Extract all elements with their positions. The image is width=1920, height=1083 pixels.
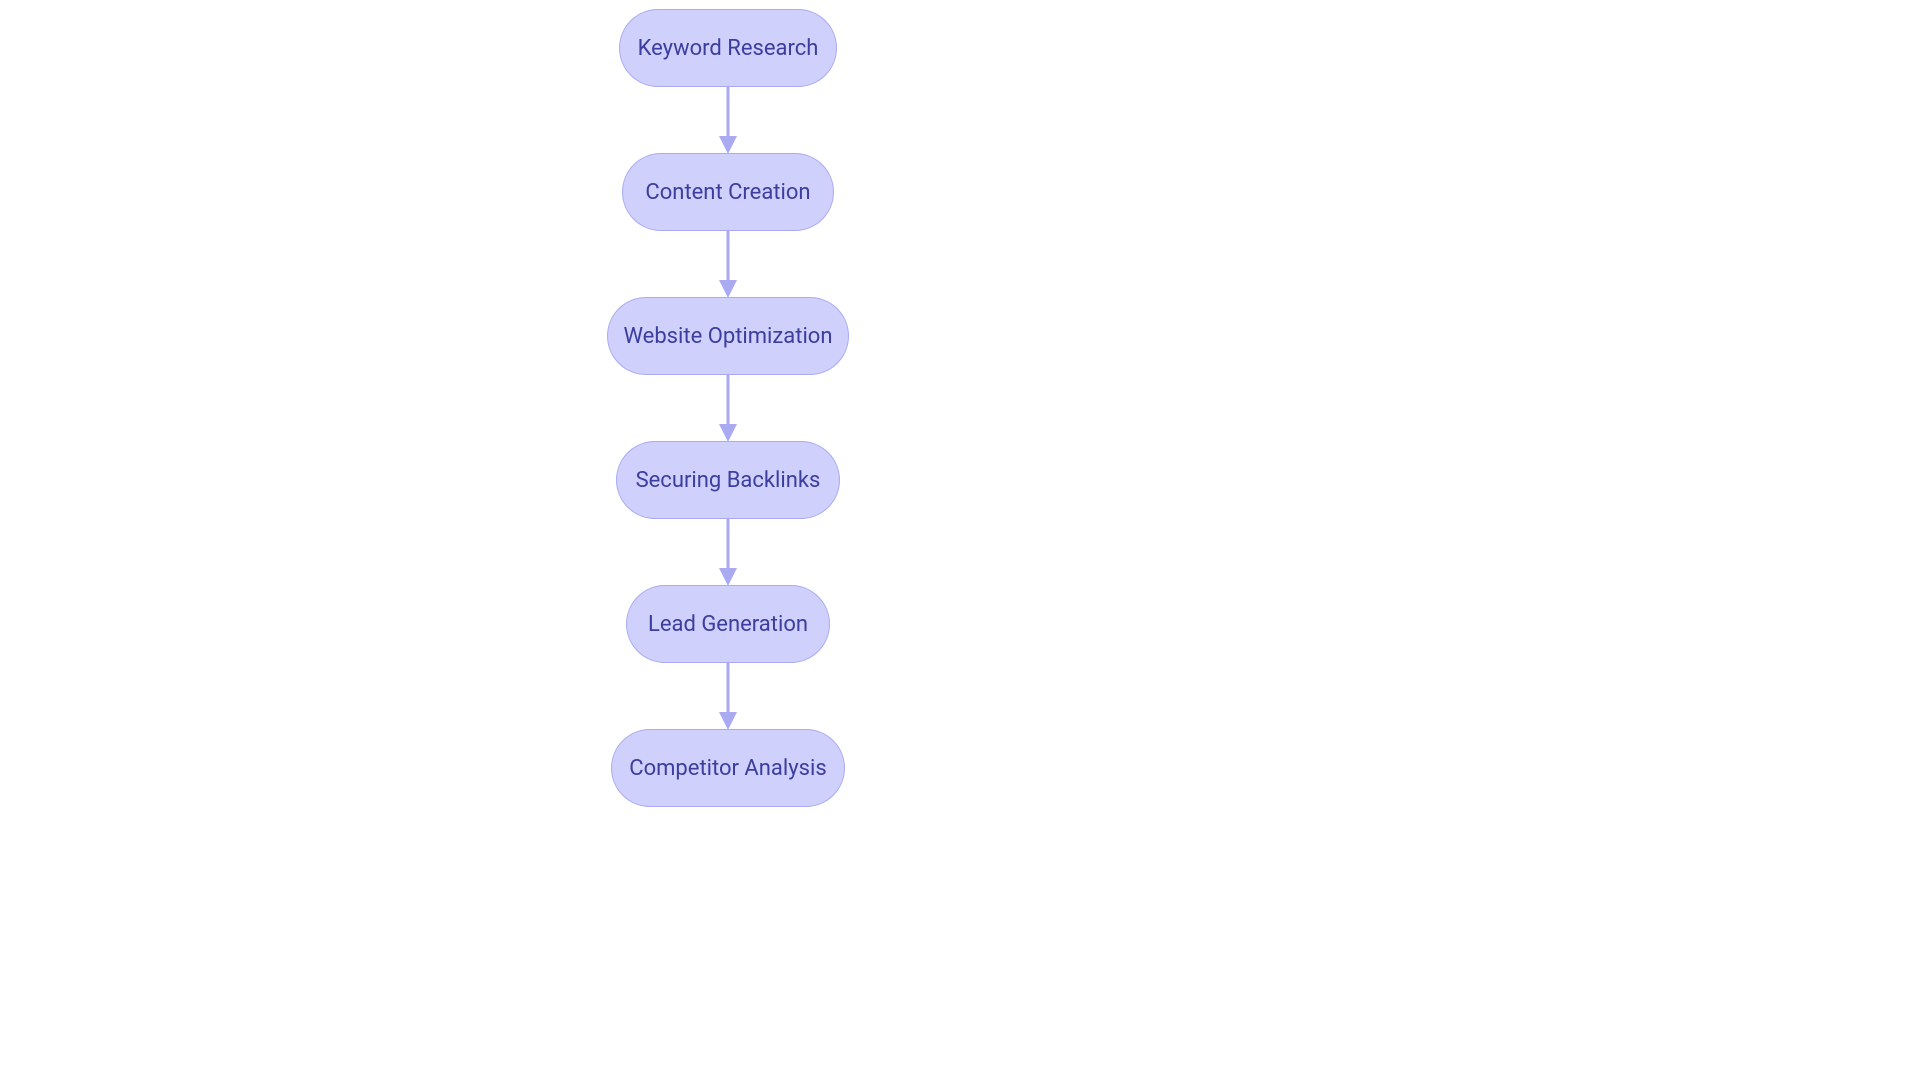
node-content-creation: Content Creation — [622, 153, 834, 231]
node-securing-backlinks: Securing Backlinks — [616, 441, 840, 519]
node-website-optimization: Website Optimization — [607, 297, 849, 375]
node-label: Website Optimization — [623, 324, 832, 349]
node-label: Lead Generation — [648, 612, 808, 637]
edges-layer — [0, 0, 1920, 1083]
node-label: Competitor Analysis — [629, 756, 826, 781]
node-label: Content Creation — [645, 180, 810, 205]
node-keyword-research: Keyword Research — [619, 9, 837, 87]
node-lead-generation: Lead Generation — [626, 585, 830, 663]
node-label: Keyword Research — [638, 36, 819, 61]
node-label: Securing Backlinks — [636, 468, 821, 493]
node-competitor-analysis: Competitor Analysis — [611, 729, 845, 807]
flowchart-canvas: Keyword Research Content Creation Website … — [0, 0, 1920, 1083]
